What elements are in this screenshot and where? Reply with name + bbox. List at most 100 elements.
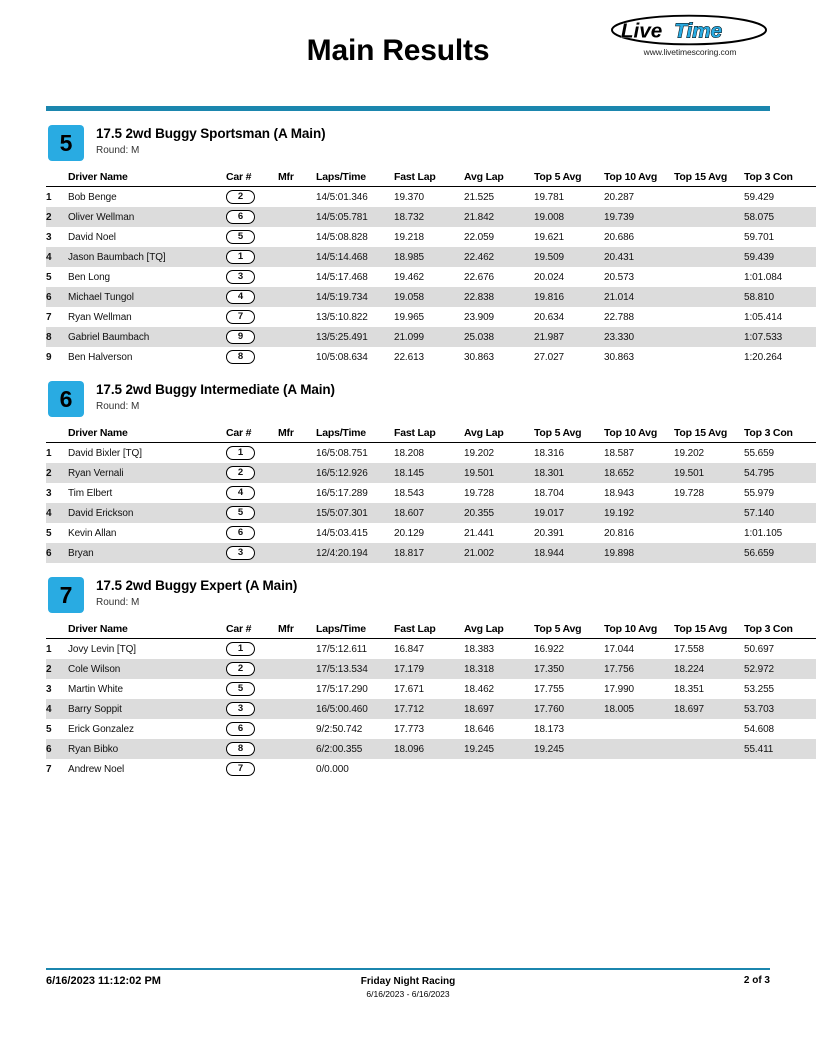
table-row: 6 Ryan Bibko 8 6/2:00.355 18.096 19.245 19.245… xyxy=(46,739,816,759)
section-round-label: Round: M xyxy=(96,597,140,608)
cell-position: 2 xyxy=(46,659,68,679)
table-row: 6 Bryan 3 12/4:20.194 18.817 21.002 18.944 19.8… xyxy=(46,543,816,563)
cell-car-number: 3 xyxy=(226,699,278,719)
cell-con: 53.703 xyxy=(744,699,816,719)
table-row: 1 David Bixler [TQ] 1 16/5:08.751 18.208 19.2… xyxy=(46,443,816,464)
section-class-title: 17.5 2wd Buggy Expert (A Main) xyxy=(96,578,298,593)
cell-position: 6 xyxy=(46,543,68,563)
cell-car-number: 1 xyxy=(226,639,278,660)
cell-top10: 19.739 xyxy=(604,207,674,227)
cell-driver-name: Gabriel Baumbach xyxy=(68,327,226,347)
cell-fast: 17.671 xyxy=(394,683,424,695)
cell-avg: 23.909 xyxy=(464,311,494,323)
cell-car-number: 2 xyxy=(226,187,278,208)
cell-car-number: 8 xyxy=(226,739,278,759)
cell-position: 3 xyxy=(46,487,52,499)
cell-top10: 30.863 xyxy=(604,351,634,363)
cell-top10 xyxy=(604,739,674,759)
cell-top5: 20.634 xyxy=(534,311,564,323)
cell-mfr xyxy=(278,227,316,247)
logo-url: www.livetimescoring.com xyxy=(643,47,737,57)
table-row: 3 Tim Elbert 4 16/5:17.289 18.543 19.728 18.70… xyxy=(46,483,816,503)
cell-top10: 21.014 xyxy=(604,287,674,307)
car-number-badge: 9 xyxy=(226,330,255,344)
cell-laps: 16/5:08.751 xyxy=(316,447,368,459)
results-table: Driver Name Car # Mfr Laps/Time Fast Lap Avg … xyxy=(46,623,816,779)
cell-mfr xyxy=(278,207,316,227)
cell-driver-name: Cole Wilson xyxy=(68,659,226,679)
footer-event-name: Friday Night Racing xyxy=(360,976,456,987)
cell-top5: 19.621 xyxy=(534,231,564,243)
cell-top5 xyxy=(534,759,604,779)
cell-driver-name: Erick Gonzalez xyxy=(68,723,134,735)
cell-con: 59.439 xyxy=(744,247,816,267)
cell-top15: 17.558 xyxy=(674,643,704,655)
cell-con: 1:01.084 xyxy=(744,271,783,283)
footer-event-dates: 6/16/2023 - 6/16/2023 xyxy=(366,989,450,999)
cell-avg: 19.245 xyxy=(464,739,534,759)
column-header-position xyxy=(46,171,68,187)
header-divider xyxy=(46,106,770,111)
cell-avg: 22.462 xyxy=(464,247,534,267)
cell-top15 xyxy=(674,227,744,247)
cell-avg: 21.002 xyxy=(464,543,534,563)
column-header-8: Top 15 Avg xyxy=(674,171,744,187)
column-header-7: Top 10 Avg xyxy=(604,427,674,443)
cell-avg: 25.038 xyxy=(464,327,534,347)
column-header-position xyxy=(46,427,68,443)
car-number-badge: 6 xyxy=(226,210,255,224)
column-header-3: Laps/Time xyxy=(316,623,394,639)
cell-car-number: 8 xyxy=(226,347,278,367)
cell-avg: 18.318 xyxy=(464,659,534,679)
column-header-5: Avg Lap xyxy=(464,427,534,443)
cell-mfr xyxy=(278,187,316,208)
cell-car-number: 2 xyxy=(226,463,278,483)
column-header-3: Laps/Time xyxy=(316,171,394,187)
cell-avg: 19.728 xyxy=(464,487,494,499)
cell-mfr xyxy=(278,639,316,660)
cell-con: 54.795 xyxy=(744,463,816,483)
cell-mfr xyxy=(278,247,316,267)
cell-laps: 14/5:03.415 xyxy=(316,527,368,539)
cell-laps: 14/5:01.346 xyxy=(316,191,368,203)
column-header-position xyxy=(46,623,68,639)
car-number-badge: 7 xyxy=(226,310,255,324)
car-number-badge: 2 xyxy=(226,190,255,204)
cell-laps: 14/5:19.734 xyxy=(316,287,394,307)
column-header-driver: Driver Name xyxy=(68,623,226,639)
car-number-badge: 8 xyxy=(226,742,255,756)
cell-top10: 18.652 xyxy=(604,463,674,483)
cell-fast: 18.607 xyxy=(394,503,464,523)
cell-laps: 16/5:12.926 xyxy=(316,463,394,483)
cell-position: 3 xyxy=(46,231,52,243)
cell-top5: 20.391 xyxy=(534,527,564,539)
cell-top10: 18.587 xyxy=(604,447,634,459)
cell-position: 5 xyxy=(46,527,52,539)
table-header-row: Driver Name Car # Mfr Laps/Time Fast Lap Avg … xyxy=(46,427,816,443)
cell-mfr xyxy=(278,759,316,779)
cell-con: 53.255 xyxy=(744,683,774,695)
cell-laps: 17/5:17.290 xyxy=(316,683,368,695)
column-header-2: Mfr xyxy=(278,623,316,639)
cell-fast: 19.370 xyxy=(394,191,424,203)
column-header-7: Top 10 Avg xyxy=(604,171,674,187)
cell-avg xyxy=(464,759,534,779)
cell-fast: 22.613 xyxy=(394,351,424,363)
cell-mfr xyxy=(278,679,316,699)
cell-laps: 9/2:50.742 xyxy=(316,723,363,735)
column-header-2: Mfr xyxy=(278,427,316,443)
cell-top5: 17.760 xyxy=(534,699,604,719)
cell-position: 6 xyxy=(46,739,68,759)
cell-top10: 20.287 xyxy=(604,191,634,203)
cell-top15 xyxy=(674,739,744,759)
cell-avg: 20.355 xyxy=(464,503,534,523)
cell-con: 56.659 xyxy=(744,543,816,563)
cell-con: 55.411 xyxy=(744,739,816,759)
table-row: 5 Ben Long 3 14/5:17.468 19.462 22.676 20.024 2… xyxy=(46,267,816,287)
cell-top10: 20.686 xyxy=(604,231,634,243)
cell-mfr xyxy=(278,523,316,543)
page-header: Main Results Live Time www.livetimescori… xyxy=(46,0,770,92)
cell-top10 xyxy=(604,719,674,739)
car-number-badge: 2 xyxy=(226,466,255,480)
